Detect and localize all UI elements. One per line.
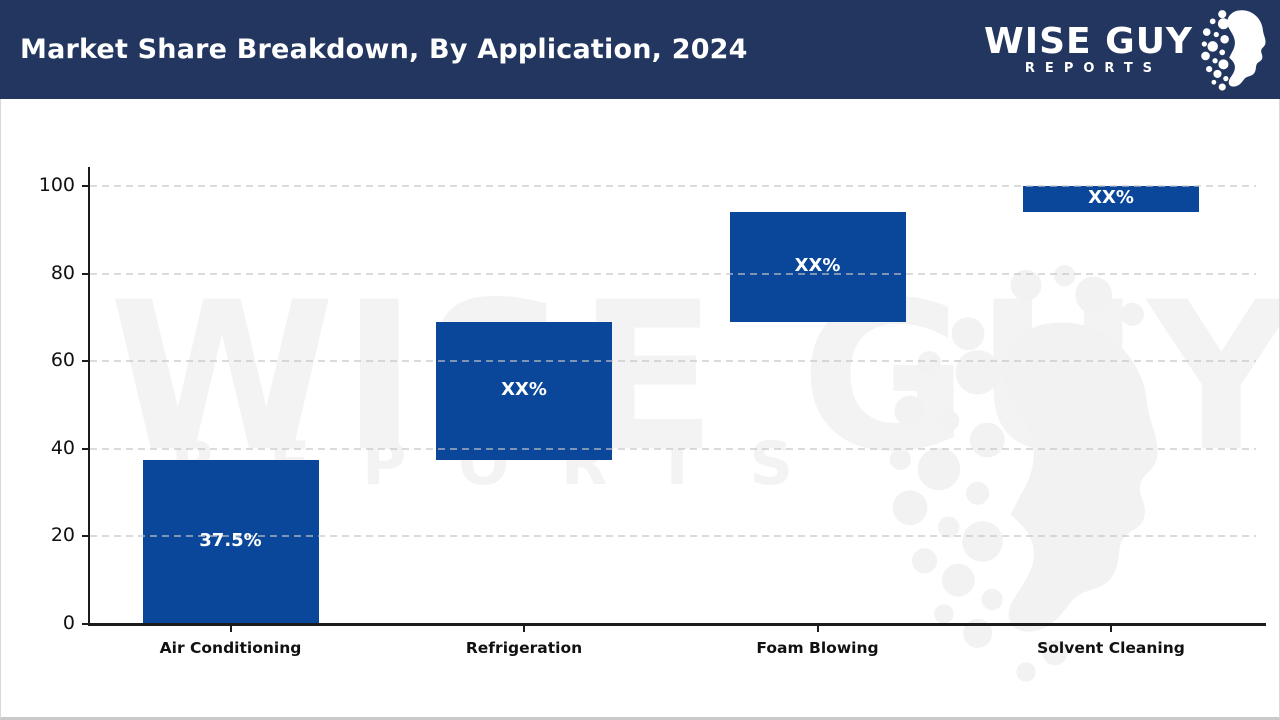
y-gridline-60 <box>90 360 1256 363</box>
bar-air-conditioning <box>142 459 319 624</box>
bar-solvent-cleaning <box>1023 186 1199 213</box>
y-tick-label-40: 40 <box>50 436 75 459</box>
x-category-label-refrigeration: Refrigeration <box>465 639 583 657</box>
bar-value-label-solvent-cleaning: XX% <box>1088 187 1134 209</box>
x-tick-air-conditioning <box>229 626 232 632</box>
chart-canvas: WISE GUY REPORTS 0 20 40 60 80 100 37.5% Air Co… <box>1 99 1279 717</box>
x-axis-line <box>88 623 1266 626</box>
header-band: Market Share Breakdown, By Application, … <box>0 0 1280 99</box>
y-gridline-20 <box>90 535 1256 538</box>
y-tick-label-60: 60 <box>50 349 75 372</box>
y-axis-line <box>88 167 90 626</box>
x-category-label-foam-blowing: Foam Blowing <box>756 639 879 657</box>
y-tick-60 <box>82 360 89 363</box>
logo-subtitle: REPORTS <box>1024 60 1163 76</box>
page-title: Market Share Breakdown, By Application, … <box>20 34 748 65</box>
y-gridline-100 <box>90 185 1256 187</box>
y-gridline-80 <box>90 272 1256 275</box>
y-tick-label-0: 0 <box>62 612 75 634</box>
y-tick-label-80: 80 <box>50 261 75 284</box>
x-tick-foam-blowing <box>816 626 819 632</box>
logo-text: WISE GUY REPORTS <box>983 20 1193 77</box>
y-tick-80 <box>82 272 89 275</box>
x-tick-refrigeration <box>523 626 525 632</box>
y-tick-0 <box>82 623 89 625</box>
wise-guy-reports-logo: WISE GUY REPORTS <box>984 7 1280 93</box>
x-category-label-solvent-cleaning: Solvent Cleaning <box>1037 639 1185 657</box>
bar-refrigeration <box>436 321 612 460</box>
x-category-label-air-conditioning: Air Conditioning <box>159 639 302 657</box>
logo-wordmark: WISE GUY <box>983 20 1193 62</box>
y-tick-20 <box>82 535 89 538</box>
y-tick-40 <box>82 447 89 450</box>
bar-value-label-air-conditioning: 37.5% <box>199 529 262 551</box>
bar-value-label-foam-blowing: XX% <box>794 255 841 277</box>
bar-value-label-refrigeration: XX% <box>501 378 547 400</box>
bar-foam-blowing <box>729 212 906 322</box>
x-tick-solvent-cleaning <box>1110 626 1112 632</box>
logo-head-icon <box>1201 9 1266 91</box>
y-tick-label-100: 100 <box>38 174 75 196</box>
y-tick-100 <box>82 185 89 187</box>
y-gridline-40 <box>90 447 1256 450</box>
y-tick-label-20: 20 <box>50 524 75 547</box>
